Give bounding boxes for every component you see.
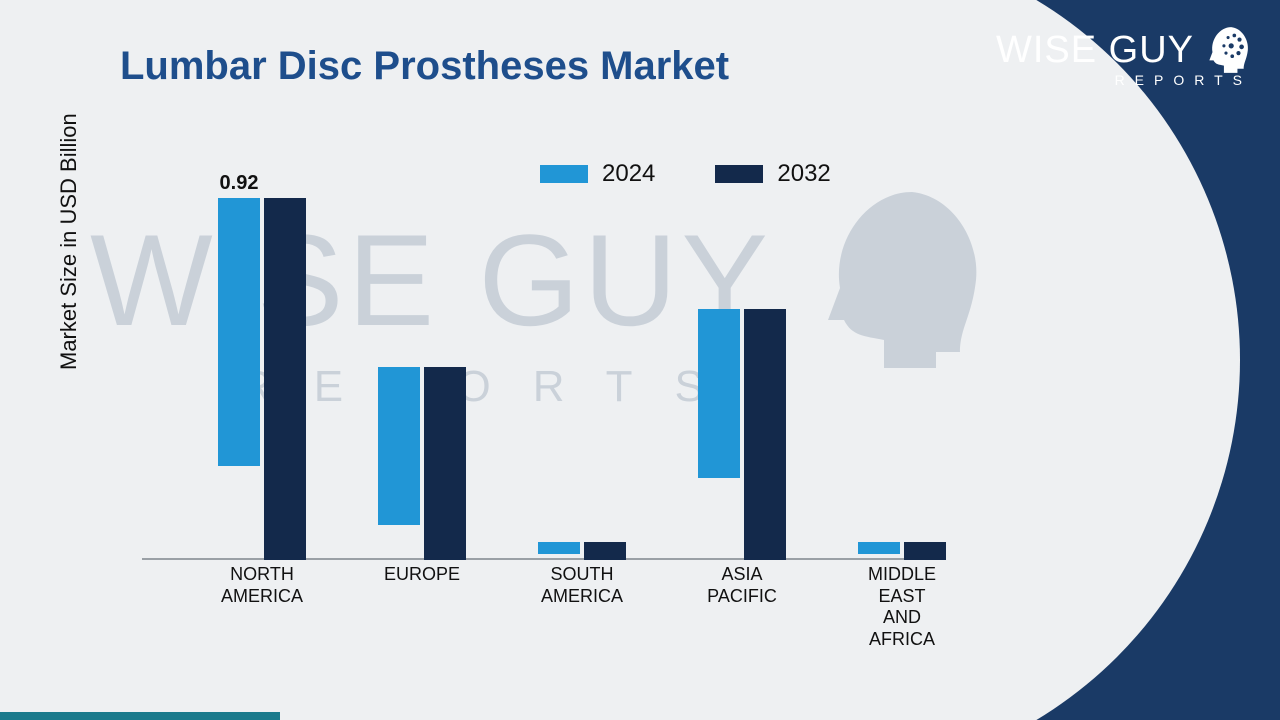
bottom-accent-strip [0,712,280,720]
bar-2024 [698,309,740,479]
legend-item-2024: 2024 [540,160,655,188]
y-axis-label: Market Size in USD Billion [56,113,82,370]
bar-2032 [264,198,306,560]
bar-2024: 0.92 [218,198,260,467]
right-panel [960,0,1280,720]
bar-group: 0.92 [192,198,332,560]
bar-group [672,309,812,560]
bar-2032 [424,367,466,560]
bar-2032 [744,309,786,560]
bar-group [512,542,652,560]
bar-2032 [904,542,946,560]
legend-swatch-2032 [715,165,763,183]
x-axis-label: NORTH AMERICA [192,564,332,607]
brand-head-icon [1200,24,1252,76]
brand-name: WISE GUY [996,29,1194,72]
legend-label-2032: 2032 [777,160,830,188]
legend-label-2024: 2024 [602,160,655,188]
x-axis-label: ASIA PACIFIC [672,564,812,607]
legend: 2024 2032 [540,160,831,188]
x-axis-label: SOUTH AMERICA [512,564,652,607]
bar-2024 [858,542,900,554]
legend-item-2032: 2032 [715,160,830,188]
x-axis-label: MIDDLE EAST AND AFRICA [832,564,972,650]
bar-group [832,542,972,560]
brand-sub: REPORTS [996,72,1252,88]
bar-group [352,367,492,560]
chart-area: Market Size in USD Billion 0.92 NORTH AM… [60,160,960,660]
x-axis-label: EUROPE [352,564,492,586]
plot-area: 0.92 [142,180,942,560]
bar-value-label: 0.92 [220,172,259,195]
legend-swatch-2024 [540,165,588,183]
brand-logo: WISE GUY REPORTS [996,24,1252,88]
bar-2024 [538,542,580,554]
bar-2024 [378,367,420,525]
bar-2032 [584,542,626,560]
chart-title: Lumbar Disc Prostheses Market [120,44,729,89]
